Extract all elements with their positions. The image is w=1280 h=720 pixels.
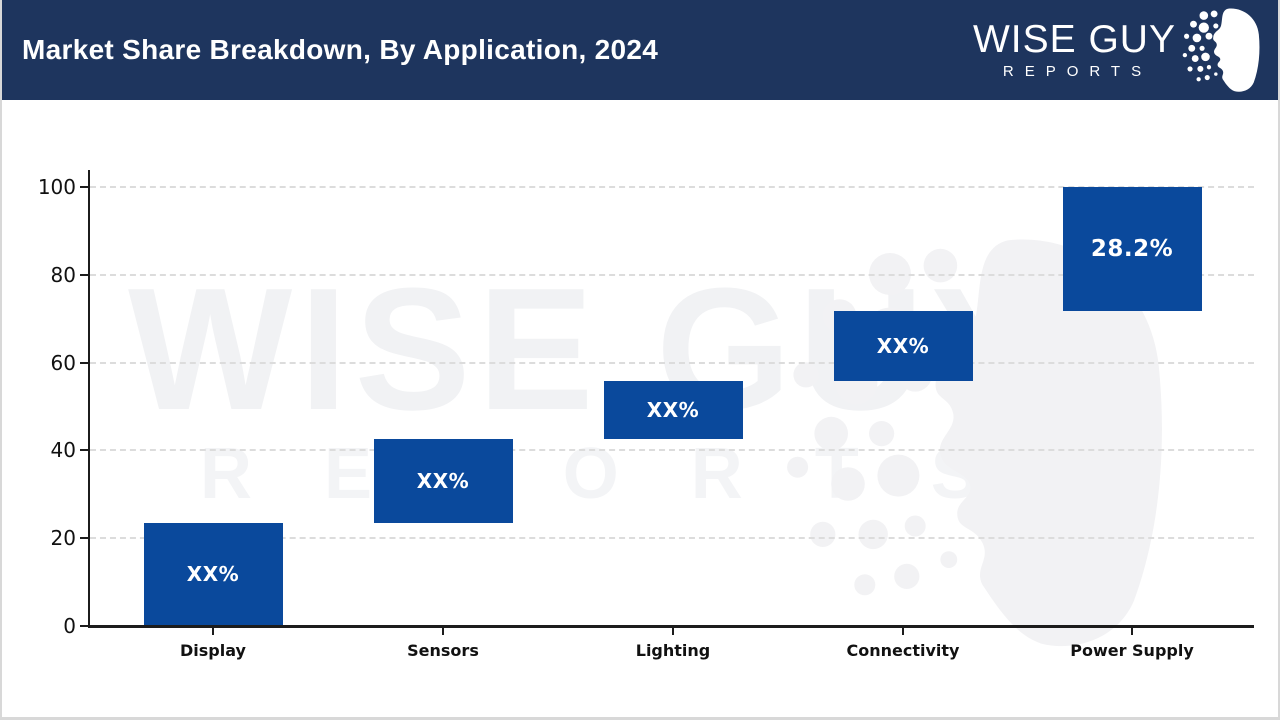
y-tick-100 [80, 186, 88, 188]
bar-label-sensors: XX% [416, 469, 470, 494]
gridline-80 [90, 273, 1254, 276]
gridline-40 [90, 449, 1254, 452]
y-axis-line [88, 170, 90, 628]
y-tick-label-0: 0 [63, 614, 76, 638]
wiseguy-face-icon [1182, 8, 1260, 92]
bar-sensors: XX% [373, 439, 513, 523]
bar-connectivity: XX% [833, 310, 973, 381]
bar-display: XX% [143, 522, 283, 626]
bar-label-connectivity: XX% [876, 333, 930, 358]
x-label-display: Display [180, 641, 246, 660]
y-tick-80 [80, 273, 88, 276]
y-tick-label-20: 20 [50, 526, 76, 551]
x-tick-lighting [672, 627, 674, 635]
y-tick-20 [80, 537, 88, 540]
x-label-sensors: Sensors [407, 641, 479, 660]
y-tick-0 [80, 625, 88, 627]
gridline-60 [90, 361, 1254, 364]
bar-label-lighting: XX% [646, 398, 700, 422]
x-tick-sensors [442, 627, 444, 635]
x-axis-line [88, 625, 1254, 628]
gridline-100 [90, 186, 1254, 188]
chart-title: Market Share Breakdown, By Application, … [22, 34, 659, 65]
x-label-connectivity: Connectivity [846, 641, 960, 660]
gridline-20 [90, 537, 1254, 540]
y-tick-label-100: 100 [37, 175, 76, 199]
y-tick-60 [80, 361, 88, 364]
logo-text: WISE GUY REPORTS [973, 20, 1176, 80]
y-tick-40 [80, 449, 88, 452]
y-tick-label-40: 40 [50, 438, 76, 463]
bar-power-supply: 28.2% [1062, 187, 1202, 311]
y-tick-label-60: 60 [50, 350, 76, 375]
y-tick-label-80: 80 [50, 262, 76, 287]
bar-label-power-supply: 28.2% [1090, 235, 1174, 262]
wiseguy-logo: WISE GUY REPORTS [973, 5, 1264, 95]
header-bar: Market Share Breakdown, By Application, … [2, 0, 1278, 100]
x-tick-connectivity [902, 627, 904, 635]
bar-label-display: XX% [186, 562, 240, 587]
x-tick-display [212, 627, 214, 635]
x-label-power-supply: Power Supply [1070, 641, 1194, 660]
bar-lighting: XX% [603, 380, 743, 440]
logo-subtitle: REPORTS [1002, 63, 1153, 80]
x-label-lighting: Lighting [635, 641, 711, 660]
x-tick-power-supply [1131, 627, 1133, 635]
logo-wordmark: WISE GUY [972, 18, 1176, 61]
